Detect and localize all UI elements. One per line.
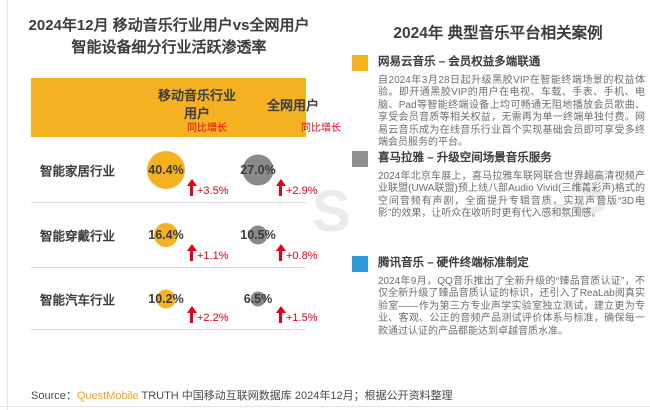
source-rest: TRUTH 中国移动互联网数据库 2024年12月；根据公开资料整理 xyxy=(138,390,453,402)
row-category-label: 智能家居行业 xyxy=(40,164,116,179)
growth-indicator-music: +1.1% xyxy=(184,244,229,262)
case-body: 2024年9月，QQ音乐推出了全新升级的“臻品音质认证”，不仅全新升级了臻品音质… xyxy=(378,276,645,337)
up-arrow-icon xyxy=(186,179,197,196)
source-label: Source： xyxy=(31,390,77,402)
up-arrow-icon xyxy=(275,244,286,261)
chart-row-smart-car: 智能汽车行业 10.2% +2.2% 6.5% +1.5% xyxy=(31,268,318,330)
slide-left-edge-line xyxy=(7,0,8,410)
chart-column-header: 移动音乐行业 用户 全网用户 同比增长 同比增长 xyxy=(31,78,341,137)
growth-value: +2.2% xyxy=(197,312,229,324)
chart-row-smart-home: 智能家居行业 40.4% +3.5% 27.0% +2.9% xyxy=(31,138,318,203)
bubble-music-users xyxy=(147,151,185,189)
watermark-fragment: S xyxy=(312,179,353,244)
growth-value: +1.1% xyxy=(197,250,229,262)
column-label-all-users: 全网用户 xyxy=(266,98,319,113)
square-bullet-icon xyxy=(352,151,368,167)
row-category-label: 智能汽车行业 xyxy=(40,293,116,307)
case-ximalaya: 喜马拉雅 – 升级空间场景音乐服务 2024年北京车展上，喜马拉雅车联网联合世界… xyxy=(352,150,645,221)
square-bullet-icon xyxy=(352,256,368,272)
bubble-value-all: 6.5% xyxy=(243,291,273,306)
bubble-music-users xyxy=(154,223,178,247)
slide-bottom-edge-line xyxy=(0,406,650,407)
case-heading: 网易云音乐 – 会员权益多端联通 xyxy=(378,56,541,68)
source-line: Source：QuestMobile TRUTH 中国移动互联网数据库 2024… xyxy=(31,387,453,403)
bubble-all-users xyxy=(248,225,268,245)
growth-value: +3.5% xyxy=(197,185,229,197)
growth-value: +2.9% xyxy=(286,185,318,197)
right-panel-title: 2024年 典型音乐平台相关案例 xyxy=(393,25,603,42)
case-body: 自2024年3月28日起升级黑胶VIP在智能终端场景的权益体验。即开通黑胶VIP… xyxy=(378,75,645,149)
growth-indicator-all: +2.9% xyxy=(273,179,318,197)
case-body: 2024年北京车展上，喜马拉雅车联网联合世界超高清视频产业联盟(UWA联盟)预上… xyxy=(378,171,645,220)
bubble-value-all: 10.5% xyxy=(240,228,276,242)
case-netease-cloud-music: 网易云音乐 – 会员权益多端联通 自2024年3月28日起升级黑胶VIP在智能终… xyxy=(352,54,645,149)
case-heading: 喜马拉雅 – 升级空间场景音乐服务 xyxy=(378,152,552,164)
case-tencent-music: 腾讯音乐 – 硬件终端标准制定 2024年9月，QQ音乐推出了全新升级的“臻品音… xyxy=(352,255,645,338)
growth-indicator-music: +3.5% xyxy=(184,179,229,197)
growth-caption-all: 同比增长 xyxy=(301,123,341,134)
questmobile-brand: QuestMobile xyxy=(76,390,139,402)
up-arrow-icon xyxy=(186,244,197,261)
growth-indicator-music: +2.2% xyxy=(184,306,229,324)
row-category-label: 智能穿戴行业 xyxy=(40,229,116,244)
up-arrow-icon xyxy=(275,306,286,323)
bubble-value-music: 10.2% xyxy=(148,291,184,306)
left-chart-title-line1: 2024年12月 移动音乐行业用户vs全网用户 xyxy=(28,17,310,34)
left-chart-title: 2024年12月 移动音乐行业用户vs全网用户 智能设备细分行业活跃渗透率 xyxy=(25,15,313,59)
growth-indicator-all: +1.5% xyxy=(273,306,318,324)
growth-caption-music: 同比增长 xyxy=(187,123,227,134)
bubble-value-music: 16.4% xyxy=(148,228,184,242)
up-arrow-icon xyxy=(275,179,286,196)
column-label-music-users: 移动音乐行业 用户 xyxy=(157,88,236,121)
growth-value: +0.8% xyxy=(286,250,318,262)
up-arrow-icon xyxy=(186,306,197,323)
growth-value: +1.5% xyxy=(286,312,318,324)
case-heading: 腾讯音乐 – 硬件终端标准制定 xyxy=(378,257,529,269)
growth-indicator-all: +0.8% xyxy=(273,244,318,262)
left-chart-title-line2: 智能设备细分行业活跃渗透率 xyxy=(71,38,267,56)
bubble-music-users xyxy=(156,289,176,308)
bubble-all-users xyxy=(250,291,266,306)
bubble-value-all: 27.0% xyxy=(240,163,276,177)
bubble-all-users xyxy=(242,154,274,186)
chart-row-smart-wearables: 智能穿戴行业 16.4% +1.1% 10.5% +0.8% xyxy=(31,203,318,268)
watermark-fragment: .S xyxy=(552,161,611,226)
square-bullet-icon xyxy=(352,55,368,71)
bubble-value-music: 40.4% xyxy=(148,163,184,177)
